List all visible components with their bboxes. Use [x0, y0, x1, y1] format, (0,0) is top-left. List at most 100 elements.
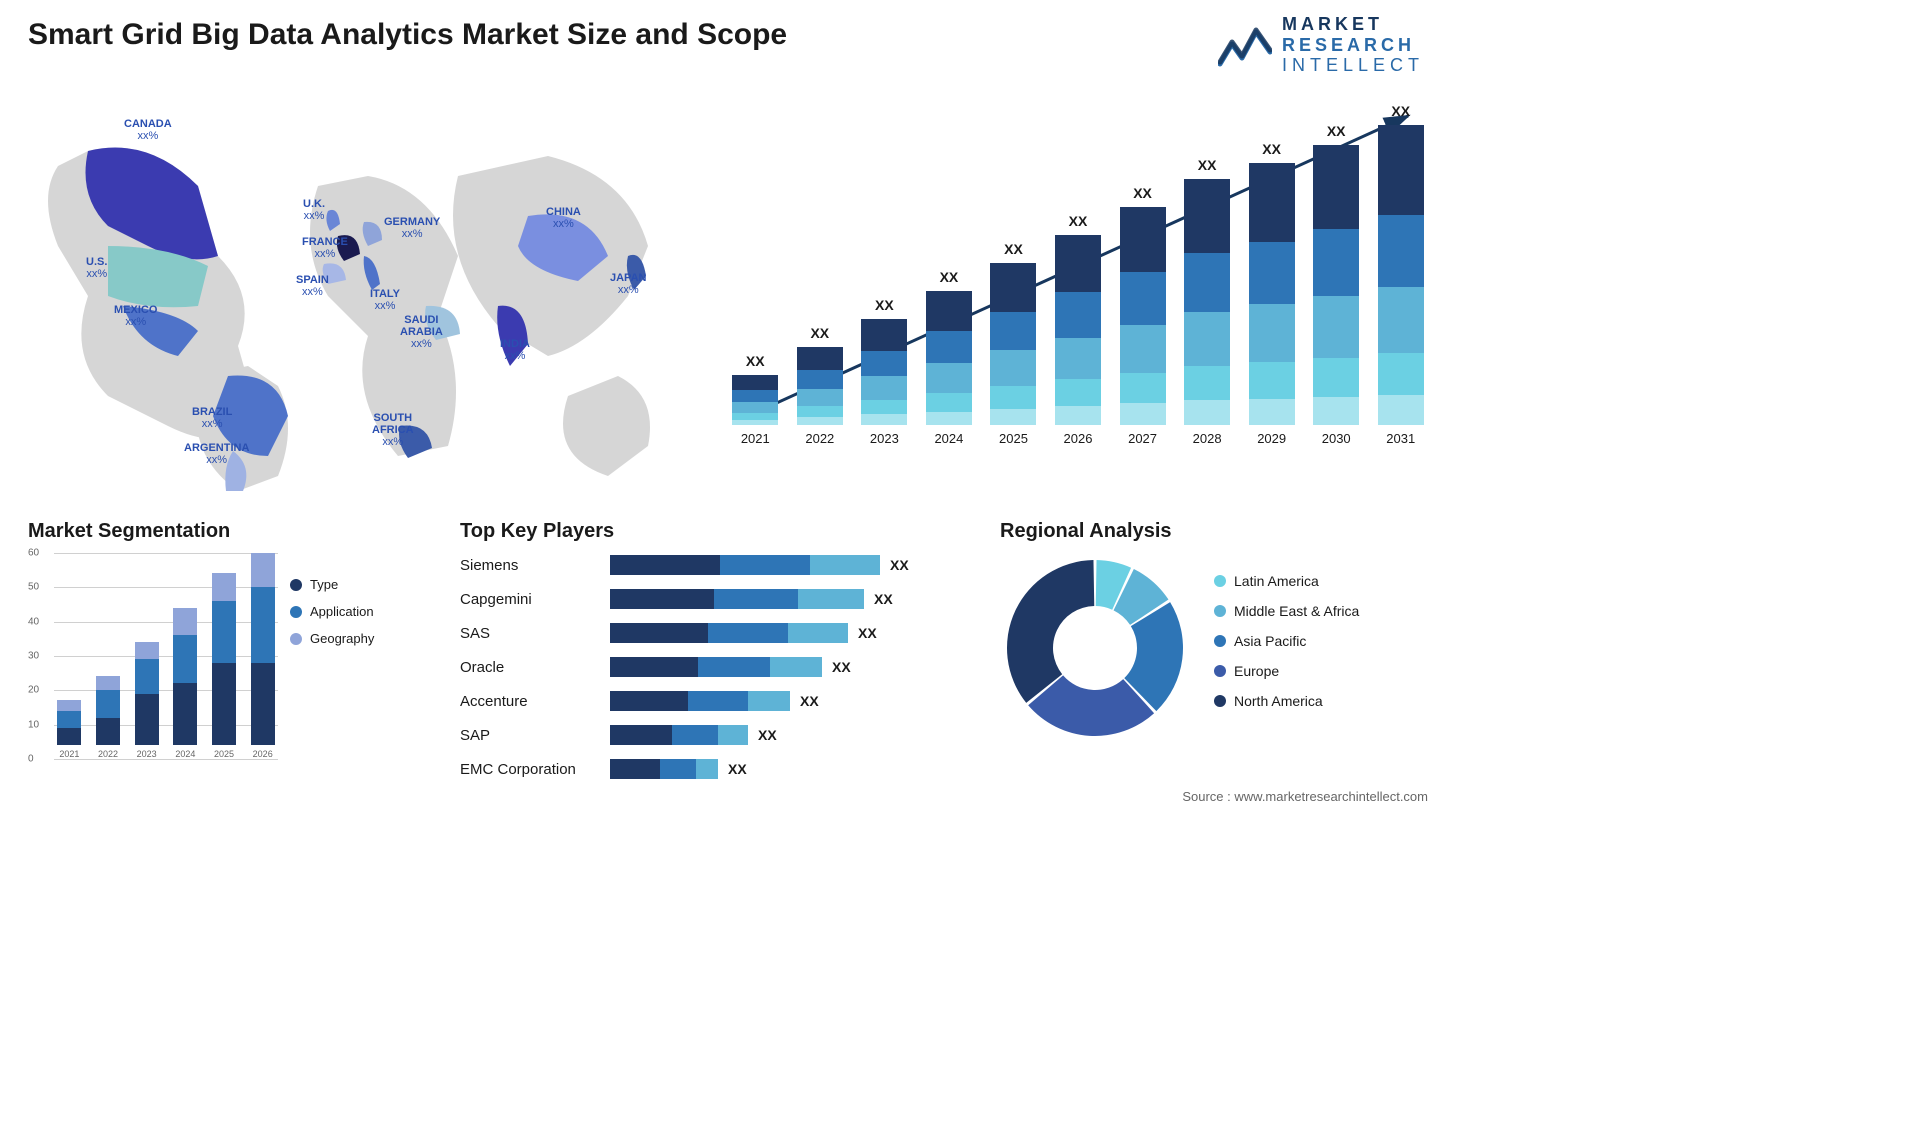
segmentation-legend: Type Application Geography — [290, 577, 374, 783]
legend-item: Europe — [1214, 663, 1359, 679]
donut-segment — [1007, 560, 1094, 703]
map-label: CANADAxx% — [124, 118, 172, 142]
map-label: JAPANxx% — [610, 272, 646, 296]
player-row: Accenture XX — [460, 689, 980, 713]
player-value-label: XX — [800, 693, 819, 709]
y-tick-label: 60 — [28, 548, 39, 559]
forecast-value-label: XX — [940, 269, 959, 285]
forecast-value-label: XX — [1133, 185, 1152, 201]
player-name: SAP — [460, 727, 610, 744]
forecast-bar: XX 2026 — [1051, 213, 1106, 446]
forecast-value-label: XX — [875, 297, 894, 313]
forecast-bar: XX 2030 — [1309, 123, 1364, 446]
segmentation-year-label: 2026 — [253, 749, 273, 759]
forecast-value-label: XX — [1262, 141, 1281, 157]
y-tick-label: 50 — [28, 582, 39, 593]
segmentation-section: Market Segmentation 2021 2022 2023 2024 2025… — [28, 520, 428, 783]
logo-line-2: RESEARCH — [1282, 35, 1424, 56]
brand-logo: MARKET RESEARCH INTELLECT — [1218, 14, 1424, 76]
segmentation-bar: 2021 — [54, 700, 85, 759]
legend-item: North America — [1214, 693, 1359, 709]
forecast-bar: XX2021 — [728, 353, 783, 446]
forecast-bar: XX 2027 — [1115, 185, 1170, 446]
y-tick-label: 40 — [28, 616, 39, 627]
map-label: FRANCExx% — [302, 236, 348, 260]
forecast-value-label: XX — [1069, 213, 1088, 229]
world-map: CANADAxx% U.S.xx% MEXICOxx% BRAZILxx% ARGENT… — [28, 96, 688, 496]
player-name: Accenture — [460, 693, 610, 710]
page-title: Smart Grid Big Data Analytics Market Siz… — [28, 18, 787, 52]
player-value-label: XX — [832, 659, 851, 675]
legend-item: Geography — [290, 631, 374, 646]
map-label: MEXICOxx% — [114, 304, 157, 328]
player-value-label: XX — [874, 591, 893, 607]
segmentation-bar: 2026 — [247, 553, 278, 759]
map-label: U.S.xx% — [86, 256, 107, 280]
segmentation-bar: 2023 — [131, 642, 162, 759]
map-label: U.K.xx% — [303, 198, 325, 222]
forecast-bar: XX2024 — [922, 269, 977, 446]
map-label: ITALYxx% — [370, 288, 400, 312]
forecast-year-label: 2030 — [1322, 431, 1351, 446]
forecast-year-label: 2029 — [1257, 431, 1286, 446]
map-label: INDIAxx% — [500, 338, 530, 362]
player-name: SAS — [460, 625, 610, 642]
regional-donut-chart — [1000, 553, 1190, 743]
legend-item: Type — [290, 577, 374, 592]
player-name: Oracle — [460, 659, 610, 676]
y-tick-label: 30 — [28, 651, 39, 662]
map-label: GERMANYxx% — [384, 216, 440, 240]
player-row: SAP XX — [460, 723, 980, 747]
player-row: Oracle XX — [460, 655, 980, 679]
forecast-year-label: 2026 — [1064, 431, 1093, 446]
forecast-year-label: 2028 — [1193, 431, 1222, 446]
legend-item: Asia Pacific — [1214, 633, 1359, 649]
segmentation-title: Market Segmentation — [28, 520, 428, 543]
player-value-label: XX — [758, 727, 777, 743]
forecast-bar: XX 2031 — [1373, 103, 1428, 446]
segmentation-bar: 2024 — [170, 608, 201, 759]
forecast-value-label: XX — [1004, 241, 1023, 257]
legend-item: Application — [290, 604, 374, 619]
source-label: Source : www.marketresearchintellect.com — [1182, 789, 1428, 804]
player-row: Capgemini XX — [460, 587, 980, 611]
player-value-label: XX — [728, 761, 747, 777]
map-label: SAUDIARABIAxx% — [400, 314, 443, 350]
map-label: BRAZILxx% — [192, 406, 232, 430]
regional-section: Regional Analysis Latin America Middle Ea… — [1000, 520, 1430, 743]
forecast-year-label: 2025 — [999, 431, 1028, 446]
forecast-value-label: XX — [1198, 157, 1217, 173]
map-label: SOUTHAFRICAxx% — [372, 412, 414, 448]
map-label: CHINAxx% — [546, 206, 581, 230]
segmentation-year-label: 2023 — [137, 749, 157, 759]
forecast-value-label: XX — [1327, 123, 1346, 139]
regional-title: Regional Analysis — [1000, 520, 1430, 543]
legend-item: Latin America — [1214, 573, 1359, 589]
player-row: EMC Corporation XX — [460, 757, 980, 781]
player-name: Siemens — [460, 557, 610, 574]
logo-icon — [1218, 22, 1272, 68]
player-name: Capgemini — [460, 591, 610, 608]
player-value-label: XX — [890, 557, 909, 573]
segmentation-year-label: 2025 — [214, 749, 234, 759]
segmentation-bar: 2022 — [93, 676, 124, 759]
y-tick-label: 20 — [28, 685, 39, 696]
forecast-value-label: XX — [1391, 103, 1410, 119]
segmentation-chart: 202120222023202420252026 0102030405060 — [28, 553, 278, 783]
forecast-bar: XX 2028 — [1180, 157, 1235, 446]
players-section: Top Key Players SiemensXXCapgeminiXXSASX… — [460, 520, 980, 791]
map-label: ARGENTINAxx% — [184, 442, 249, 466]
forecast-bar: XX 2023 — [857, 297, 912, 446]
segmentation-year-label: 2022 — [98, 749, 118, 759]
forecast-value-label: XX — [810, 325, 829, 341]
forecast-year-label: 2031 — [1386, 431, 1415, 446]
player-row: Siemens XX — [460, 553, 980, 577]
segmentation-bar: 2025 — [209, 573, 240, 759]
segmentation-year-label: 2024 — [175, 749, 195, 759]
forecast-year-label: 2023 — [870, 431, 899, 446]
forecast-bar: XX 2025 — [986, 241, 1041, 446]
logo-line-1: MARKET — [1282, 14, 1424, 35]
forecast-year-label: 2027 — [1128, 431, 1157, 446]
legend-item: Middle East & Africa — [1214, 603, 1359, 619]
player-name: EMC Corporation — [460, 761, 610, 778]
